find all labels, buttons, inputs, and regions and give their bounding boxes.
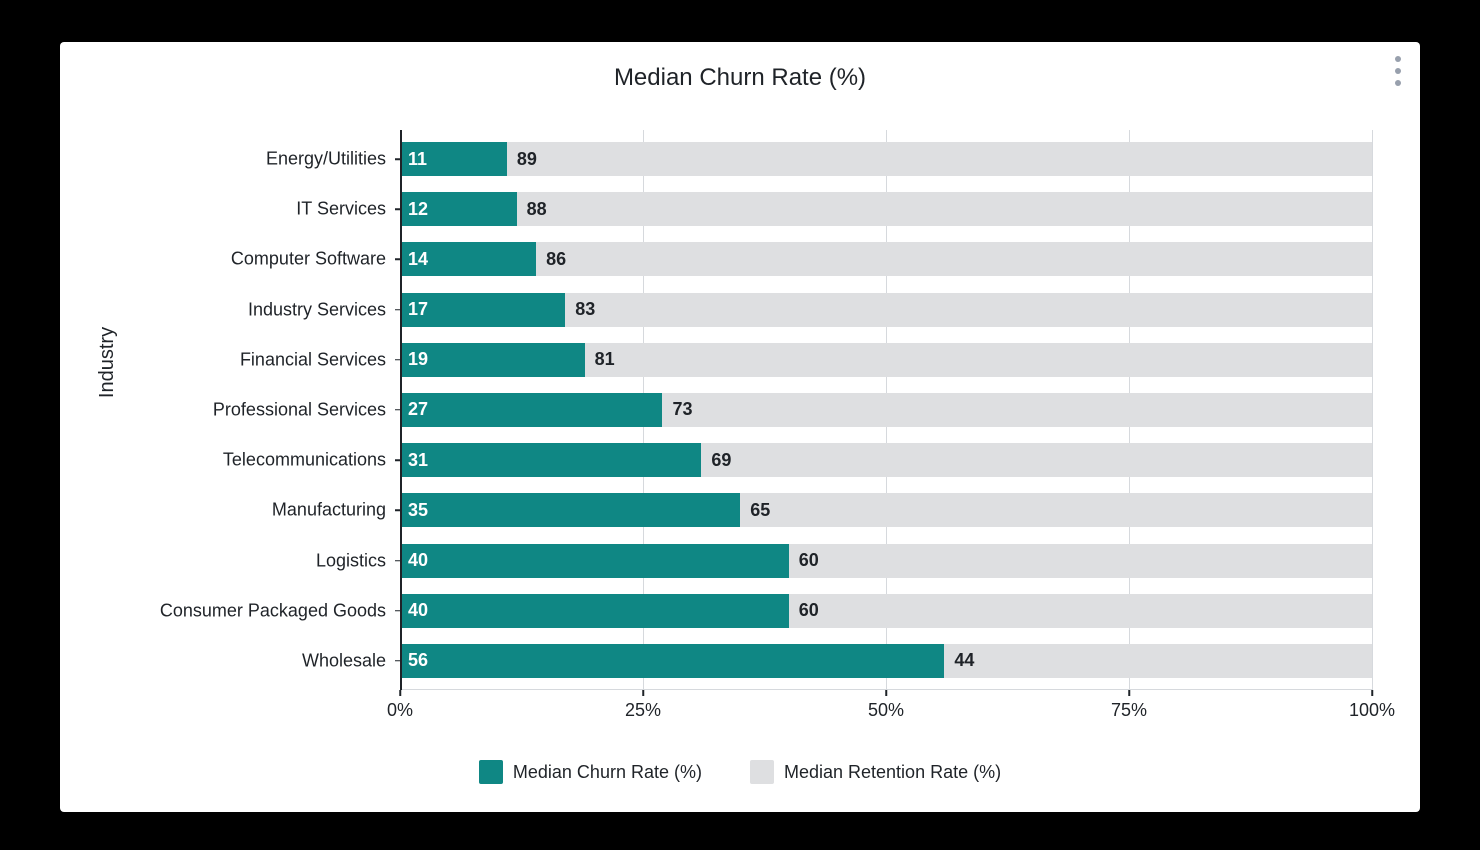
legend-item-retention: Median Retention Rate (%) [750,760,1001,784]
bars-container: Energy/Utilities1189 IT Services1288 Compu… [400,142,1372,678]
category-label: Logistics [316,550,386,571]
bar-churn: 40 [400,544,789,578]
bar-retention: 73 [662,393,1372,427]
y-axis-line [400,130,402,690]
bar-retention: 89 [507,142,1372,176]
bar-churn: 56 [400,644,944,678]
vertical-dots-icon [1395,56,1401,62]
legend-item-churn: Median Churn Rate (%) [479,760,702,784]
bar-row: Computer Software1486 [400,242,1372,276]
bar-row: Consumer Packaged Goods4060 [400,594,1372,628]
bar-retention: 88 [517,192,1372,226]
chart-card: Median Churn Rate (%) Industry Energy/Ut… [60,42,1420,812]
bar-row: Wholesale5644 [400,644,1372,678]
bar-retention: 44 [944,644,1372,678]
bar-churn: 12 [400,192,517,226]
bar-churn: 27 [400,393,662,427]
bar-row: Energy/Utilities1189 [400,142,1372,176]
bar-churn: 35 [400,493,740,527]
gridline [1372,130,1373,690]
category-label: Energy/Utilities [266,149,386,170]
category-label: Computer Software [231,249,386,270]
legend-swatch-churn [479,760,503,784]
legend: Median Churn Rate (%) Median Retention R… [60,760,1420,784]
bar-row: Professional Services2773 [400,393,1372,427]
bar-churn: 31 [400,443,701,477]
x-tick-label: 25% [625,700,661,721]
category-label: Telecommunications [223,450,386,471]
bar-row: Telecommunications3169 [400,443,1372,477]
category-label: Wholesale [302,650,386,671]
y-axis-label: Industry [96,42,120,682]
category-label: Financial Services [240,349,386,370]
category-label: Manufacturing [272,500,386,521]
bar-churn: 14 [400,242,536,276]
bar-retention: 65 [740,493,1372,527]
bar-row: Financial Services1981 [400,343,1372,377]
bar-churn: 17 [400,293,565,327]
bar-row: Logistics4060 [400,544,1372,578]
legend-swatch-retention [750,760,774,784]
bar-row: Manufacturing3565 [400,493,1372,527]
legend-label-retention: Median Retention Rate (%) [784,762,1001,783]
chart-title: Median Churn Rate (%) [60,64,1420,92]
category-label: Consumer Packaged Goods [160,600,386,621]
x-tick-label: 100% [1349,700,1395,721]
bar-retention: 81 [585,343,1372,377]
category-label: Professional Services [213,399,386,420]
category-label: IT Services [296,199,386,220]
category-label: Industry Services [248,299,386,320]
bar-retention: 60 [789,544,1372,578]
x-tick-label: 75% [1111,700,1147,721]
bar-retention: 60 [789,594,1372,628]
legend-label-churn: Median Churn Rate (%) [513,762,702,783]
x-tick-label: 0% [387,700,413,721]
plot-area: Energy/Utilities1189 IT Services1288 Compu… [400,130,1372,690]
bar-churn: 11 [400,142,507,176]
bar-retention: 83 [565,293,1372,327]
bar-churn: 40 [400,594,789,628]
x-tick-label: 50% [868,700,904,721]
bar-churn: 19 [400,343,585,377]
bar-row: IT Services1288 [400,192,1372,226]
bar-row: Industry Services1783 [400,293,1372,327]
bar-retention: 86 [536,242,1372,276]
bar-retention: 69 [701,443,1372,477]
